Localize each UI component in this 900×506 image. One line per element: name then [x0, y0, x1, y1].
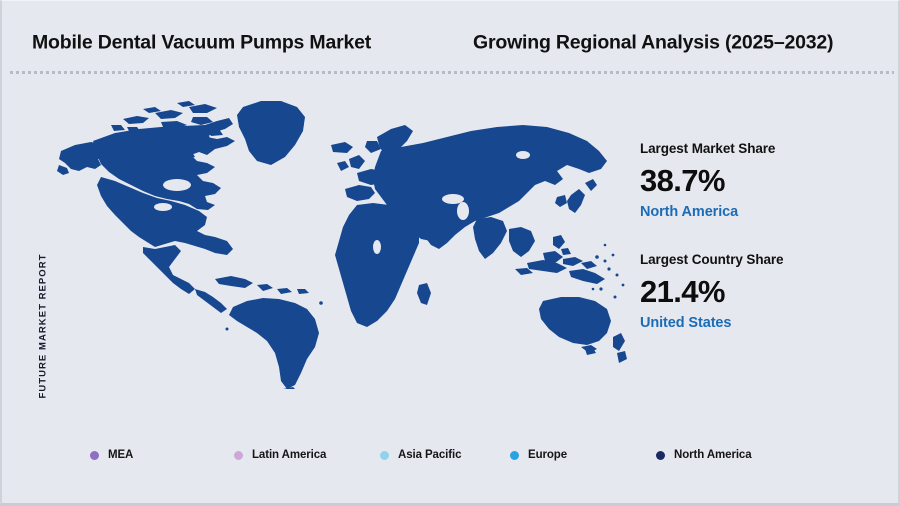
legend-label: Latin America — [252, 449, 327, 461]
legend-dot-icon — [510, 450, 519, 460]
stat-largest-market-share: Largest Market Share 38.7% North America — [640, 141, 890, 220]
stat-value: 38.7% — [640, 163, 726, 198]
legend-label: MEA — [108, 449, 134, 461]
legend-dot-icon — [90, 450, 99, 460]
page-subtitle: Growing Regional Analysis (2025–2032) — [473, 31, 834, 54]
legend: MEA Latin America Asia Pacific Europe No… — [90, 449, 810, 469]
legend-label: North America — [674, 449, 752, 461]
stat-label: Largest Country Share — [640, 252, 784, 267]
stat-region: North America — [640, 204, 739, 220]
stat-region: United States — [640, 315, 732, 331]
world-map-icon — [57, 89, 627, 389]
legend-item-europe: Europe — [510, 449, 567, 461]
stat-largest-country-share: Largest Country Share 21.4% United State… — [640, 252, 890, 331]
stat-value: 21.4% — [640, 274, 726, 309]
legend-item-north-america: North America — [656, 449, 752, 461]
legend-label: Europe — [528, 449, 568, 461]
legend-label: Asia Pacific — [398, 449, 462, 461]
legend-dot-icon — [234, 450, 243, 460]
legend-item-mea: MEA — [90, 449, 133, 461]
legend-dot-icon — [380, 450, 389, 460]
legend-item-latin-america: Latin America — [234, 449, 326, 461]
stats-panel: Largest Market Share 38.7% North America… — [640, 141, 890, 331]
header: Mobile Dental Vacuum Pumps Market Growin… — [2, 1, 898, 71]
source-watermark: FUTURE MARKET REPORT — [37, 253, 49, 399]
legend-item-asia-pacific: Asia Pacific — [380, 449, 461, 461]
header-divider — [10, 71, 894, 74]
legend-dot-icon — [656, 450, 665, 460]
stat-label: Largest Market Share — [640, 141, 776, 156]
page-title: Mobile Dental Vacuum Pumps Market — [32, 31, 372, 54]
